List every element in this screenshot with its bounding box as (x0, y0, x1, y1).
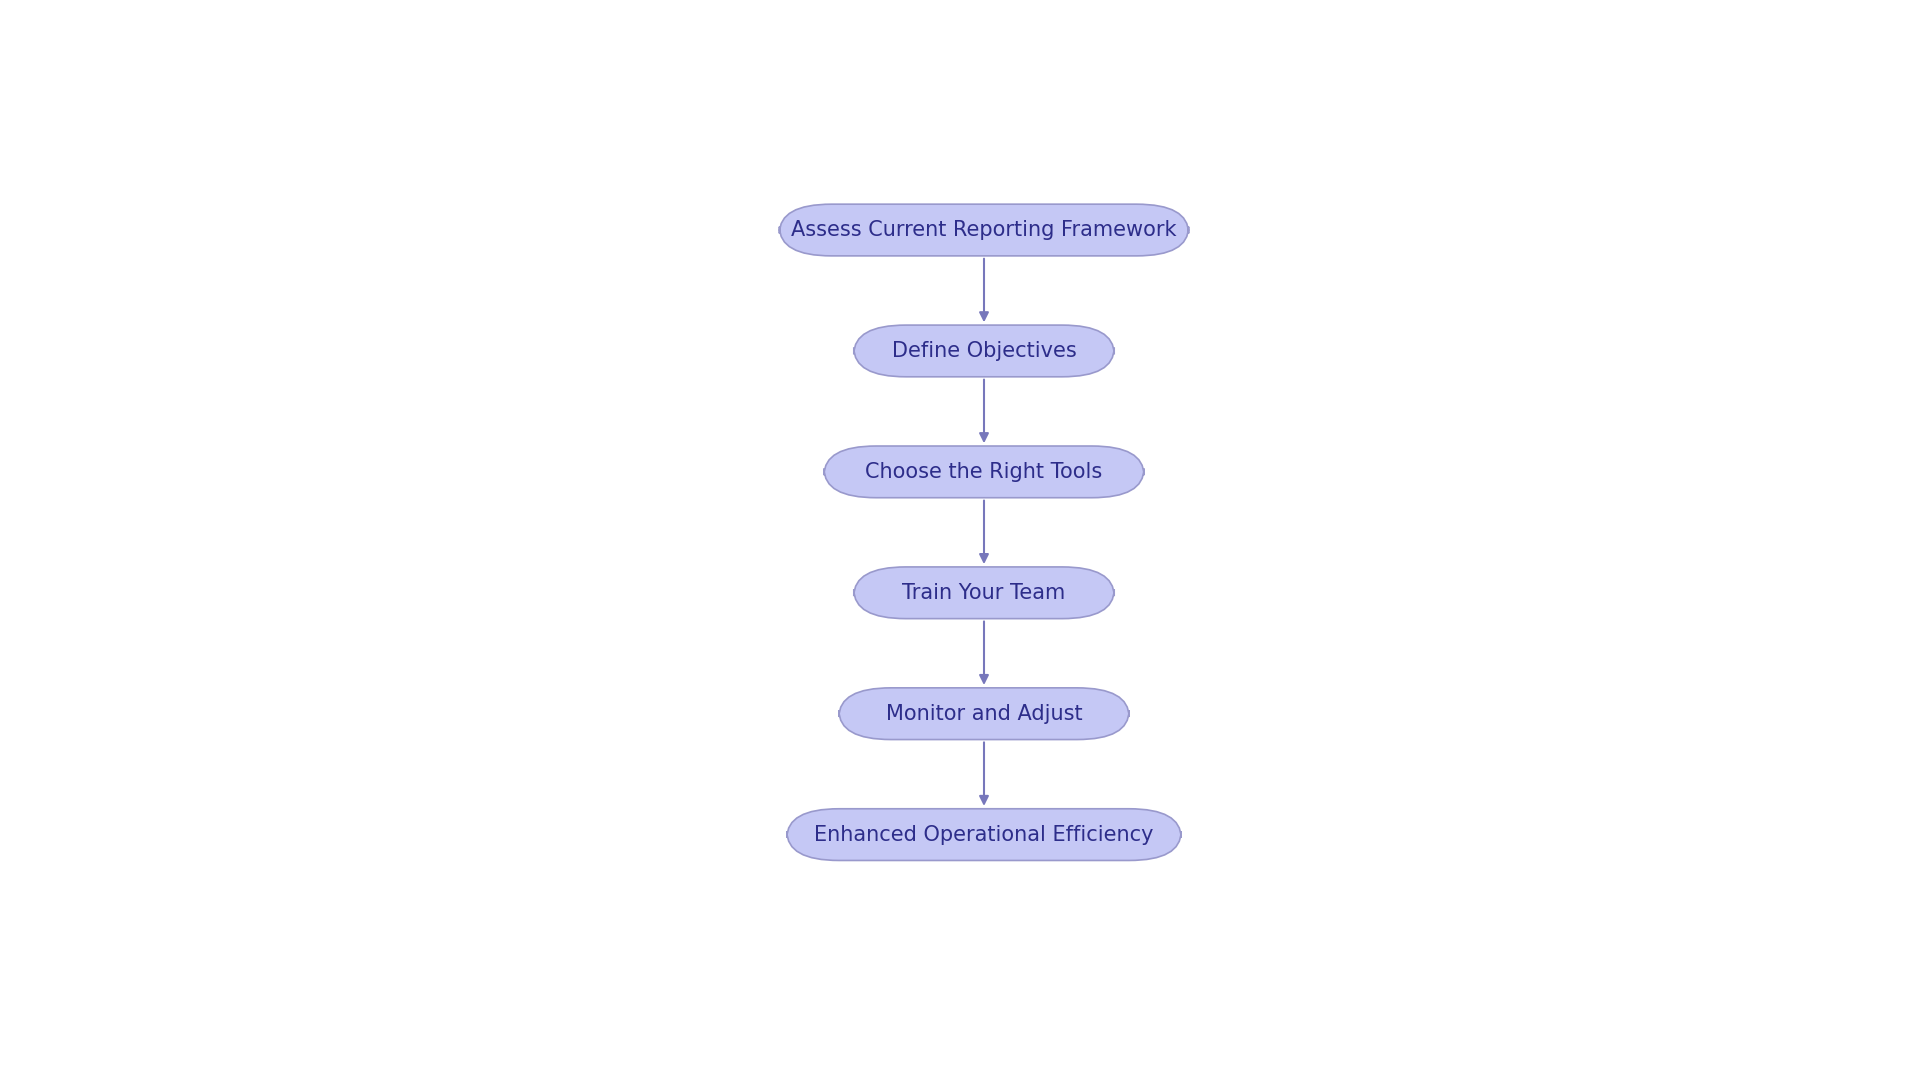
Text: Enhanced Operational Efficiency: Enhanced Operational Efficiency (814, 824, 1154, 845)
FancyBboxPatch shape (787, 809, 1181, 861)
Text: Define Objectives: Define Objectives (891, 341, 1077, 361)
Text: Monitor and Adjust: Monitor and Adjust (885, 704, 1083, 723)
FancyBboxPatch shape (824, 446, 1144, 498)
Text: Assess Current Reporting Framework: Assess Current Reporting Framework (791, 220, 1177, 240)
FancyBboxPatch shape (854, 325, 1114, 377)
FancyBboxPatch shape (780, 205, 1188, 256)
FancyBboxPatch shape (839, 688, 1129, 740)
Text: Choose the Right Tools: Choose the Right Tools (866, 461, 1102, 482)
FancyBboxPatch shape (854, 566, 1114, 618)
Text: Train Your Team: Train Your Team (902, 583, 1066, 603)
